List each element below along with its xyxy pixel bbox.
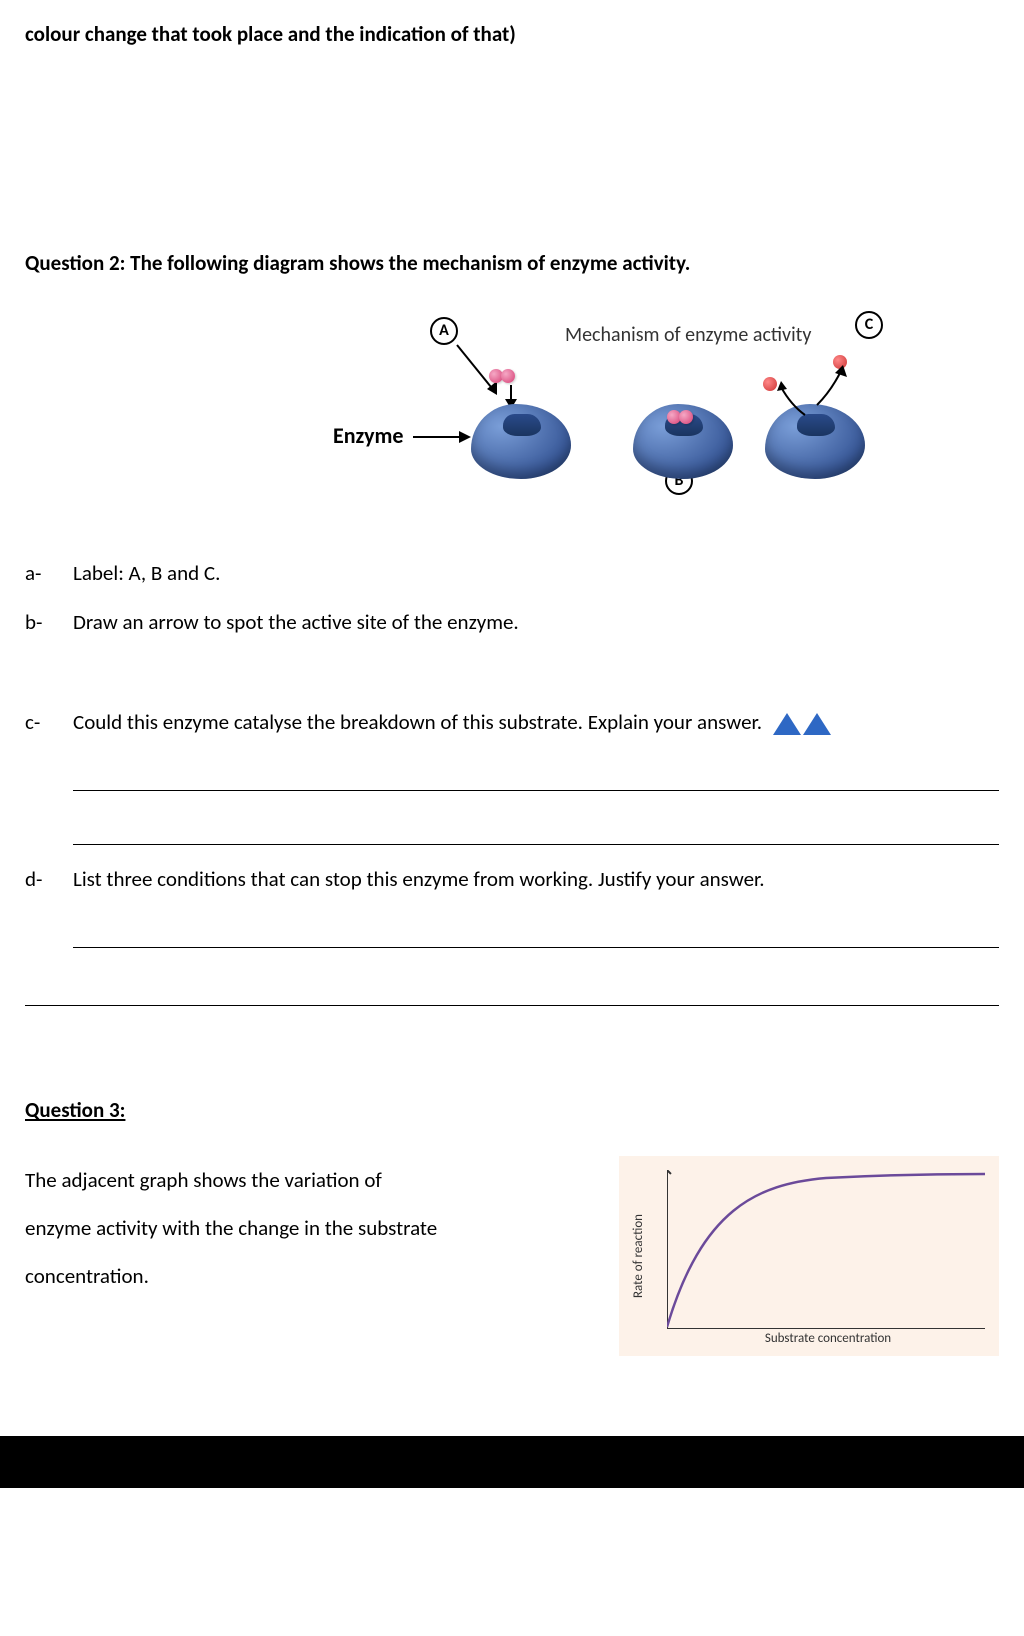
q2-part-d: d- List three conditions that can stop t… — [25, 865, 999, 948]
part-text: Could this enzyme catalyse the breakdown… — [73, 709, 762, 735]
part-text: Draw an arrow to spot the active site of… — [73, 608, 999, 637]
enzyme-diagram: Mechanism of enzyme activity A B C Enzym… — [25, 309, 999, 539]
q2-part-a: a- Label: A, B and C. — [25, 559, 999, 588]
q3-line: concentration. — [25, 1252, 589, 1300]
part-marker: a- — [25, 559, 53, 588]
part-text: Label: A, B and C. — [73, 559, 999, 588]
product-icon — [763, 377, 777, 391]
q3-description: The adjacent graph shows the variation o… — [25, 1156, 589, 1301]
part-marker: d- — [25, 865, 53, 894]
rate-vs-substrate-chart: Rate of reaction Substrate concentration — [619, 1156, 999, 1356]
q2-part-c: c- Could this enzyme catalyse the breakd… — [25, 708, 999, 845]
answer-blank[interactable] — [73, 755, 999, 791]
answer-blank[interactable] — [73, 912, 999, 948]
q3-line: The adjacent graph shows the variation o… — [25, 1156, 589, 1204]
enzyme-shape-1 — [471, 404, 571, 479]
release-arrow-icon — [813, 365, 847, 409]
part-marker: b- — [25, 608, 53, 637]
substrate-icon — [501, 369, 515, 383]
q2-title: Question 2: The following diagram shows … — [25, 249, 999, 278]
answer-blank[interactable] — [25, 970, 999, 1006]
enzyme-shape-2 — [633, 404, 733, 479]
part-marker: c- — [25, 708, 53, 737]
alt-substrate-icon — [773, 713, 831, 735]
answer-blank[interactable] — [73, 809, 999, 845]
release-arrow-icon — [777, 381, 811, 421]
footer-bar — [0, 1436, 1024, 1488]
q2-part-b: b- Draw an arrow to spot the active site… — [25, 608, 999, 637]
header-fragment: colour change that took place and the in… — [25, 21, 516, 47]
q3-title: Question 3: — [25, 1096, 999, 1125]
chart-ylabel: Rate of reaction — [630, 1214, 648, 1298]
chart-xlabel: Substrate concentration — [765, 1330, 891, 1348]
q3-line: enzyme activity with the change in the s… — [25, 1204, 589, 1252]
enzyme-text-label: Enzyme — [333, 421, 404, 452]
chart-svg — [667, 1170, 985, 1329]
part-text: List three conditions that can stop this… — [73, 866, 765, 892]
diagram-caption: Mechanism of enzyme activity — [565, 321, 811, 349]
enzyme-arrow-icon — [413, 427, 471, 447]
label-c-icon: C — [855, 311, 883, 339]
